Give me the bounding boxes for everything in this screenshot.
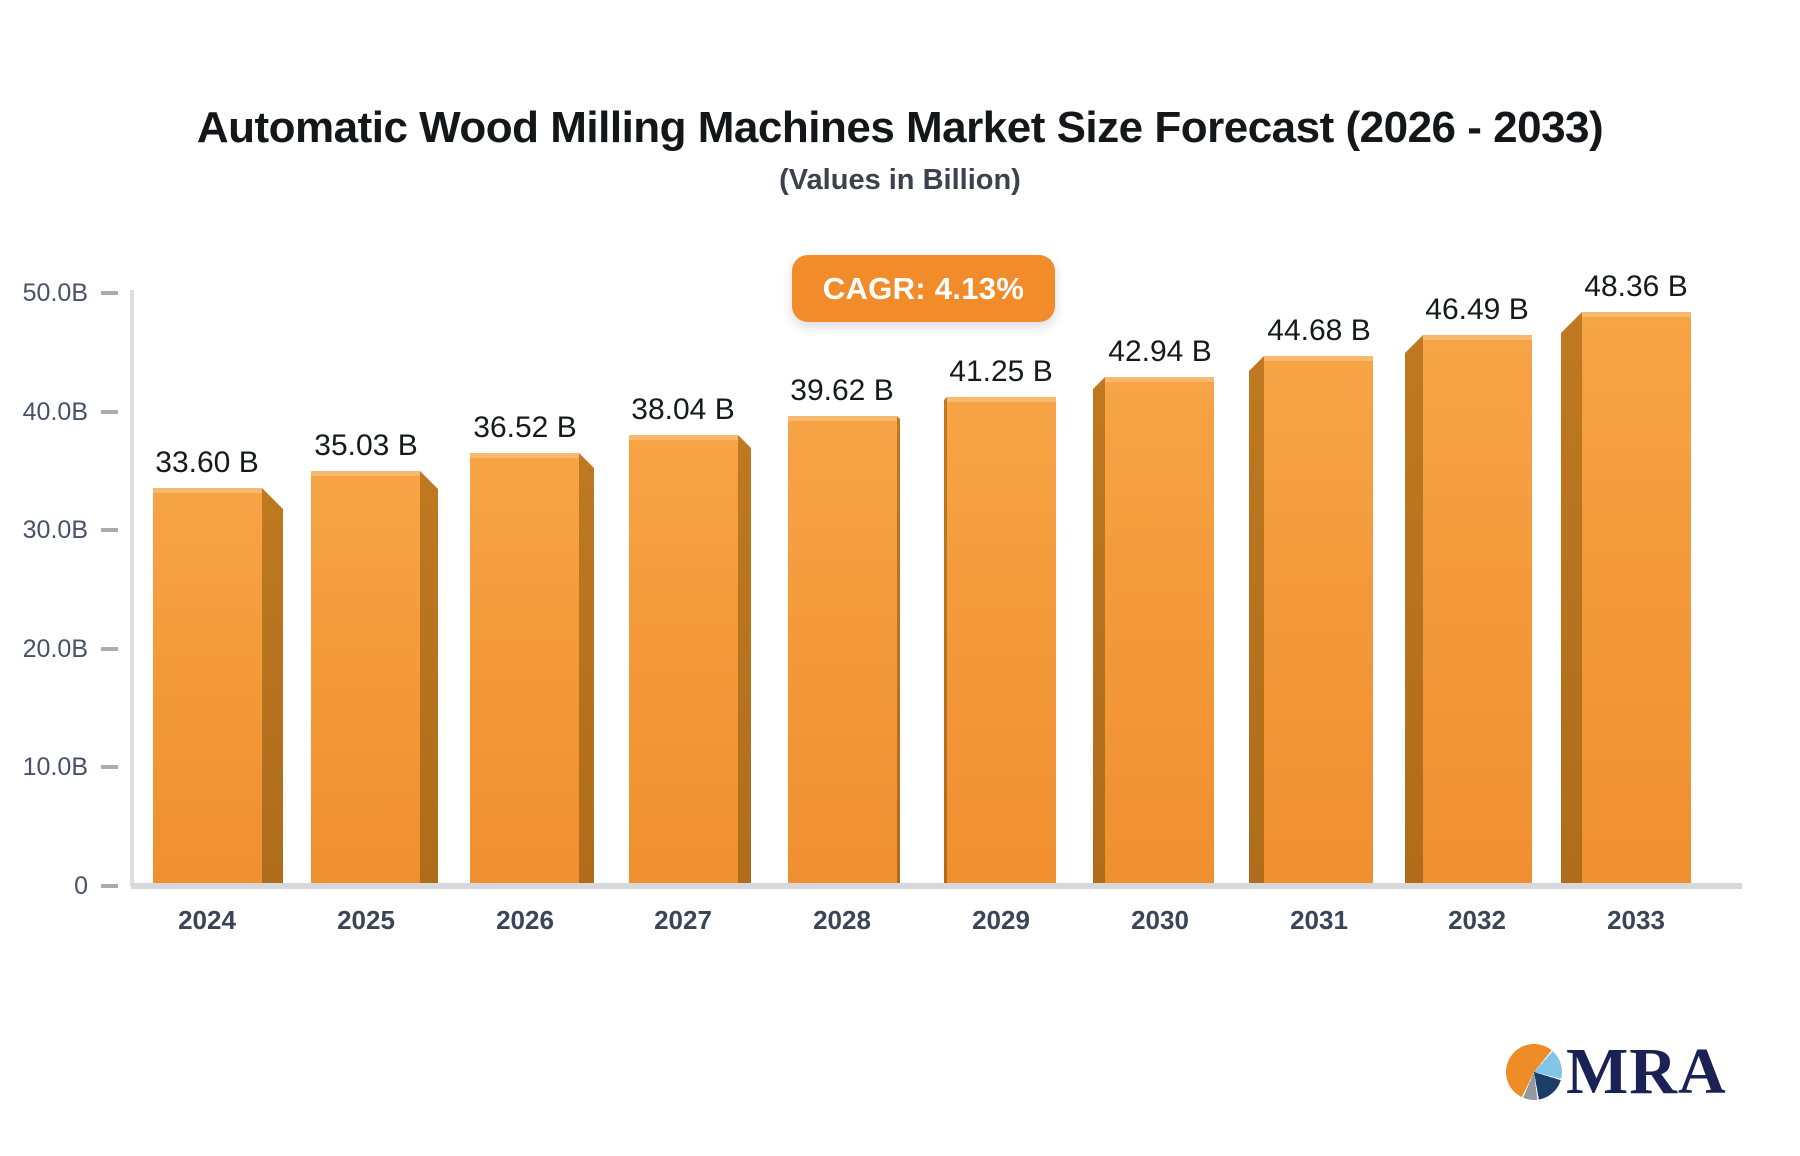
- bar-side-face: [262, 488, 283, 887]
- page-subtitle: (Values in Billion): [779, 164, 1021, 196]
- bar-side-face: [1249, 356, 1264, 887]
- y-tick-label: 30.0B: [22, 516, 88, 545]
- bar-front-face: [470, 453, 579, 887]
- value-label-2030: 42.94 B: [1108, 335, 1212, 368]
- bar-front-face: [947, 397, 1056, 887]
- y-tick-label: 20.0B: [22, 634, 88, 663]
- bar-front-face: [1264, 356, 1373, 887]
- bar-side-face: [1093, 377, 1105, 887]
- bar-2025: [311, 471, 438, 887]
- bar-2031: [1249, 356, 1373, 887]
- cagr-badge-label: CAGR: 4.13%: [822, 270, 1025, 306]
- bar-2026: [470, 453, 594, 887]
- bar-2033: [1561, 312, 1691, 887]
- y-tick-label: 0: [74, 872, 88, 900]
- y-axis-line: [130, 290, 134, 886]
- x-axis-line: [131, 883, 1742, 889]
- bar-top-highlight: [1423, 335, 1532, 340]
- y-tick-label: 50.0B: [22, 279, 88, 307]
- y-tick-mark: [101, 765, 118, 770]
- y-tick-mark: [101, 291, 118, 295]
- bar-side-face: [738, 435, 751, 887]
- value-label-2029: 41.25 B: [949, 355, 1053, 388]
- bar-2028: [788, 416, 900, 887]
- bar-top-highlight: [788, 416, 897, 421]
- value-label-2028: 39.62 B: [790, 374, 894, 407]
- bar-2027: [629, 435, 751, 887]
- value-label-2024: 33.60 B: [155, 446, 259, 479]
- bar-top-highlight: [311, 471, 420, 476]
- bar-2032: [1405, 335, 1532, 887]
- bar-2029: [944, 397, 1056, 887]
- y-tick-mark: [101, 528, 118, 533]
- bar-top-highlight: [1105, 377, 1214, 382]
- x-tick-label-2030: 2030: [1131, 905, 1189, 935]
- x-tick-label-2025: 2025: [337, 905, 395, 935]
- bar-side-face: [1405, 335, 1423, 887]
- x-tick-label-2026: 2026: [496, 905, 554, 935]
- bar-side-face: [897, 416, 900, 887]
- bar-side-face: [420, 471, 438, 887]
- value-label-2031: 44.68 B: [1267, 314, 1371, 347]
- mra-logo: MRA: [1506, 1036, 1727, 1108]
- bar-front-face: [1423, 335, 1532, 887]
- value-label-2027: 38.04 B: [631, 393, 735, 426]
- x-tick-label-2033: 2033: [1607, 905, 1665, 935]
- page-title: Automatic Wood Milling Machines Market S…: [196, 103, 1604, 152]
- cagr-badge: CAGR: 4.13%: [792, 255, 1055, 322]
- bar-side-face: [1561, 312, 1582, 887]
- y-tick-mark: [101, 884, 118, 888]
- value-label-2026: 36.52 B: [473, 411, 577, 444]
- x-tick-label-2031: 2031: [1290, 905, 1348, 935]
- bar-top-highlight: [153, 488, 262, 493]
- logo-text: MRA: [1566, 1035, 1727, 1108]
- bar-front-face: [1582, 312, 1691, 887]
- bar-front-face: [153, 488, 262, 887]
- value-label-2025: 35.03 B: [314, 429, 418, 462]
- bar-top-highlight: [947, 397, 1056, 402]
- y-tick-label: 10.0B: [22, 753, 88, 782]
- x-tick-label-2029: 2029: [972, 905, 1030, 935]
- bar-top-highlight: [470, 453, 579, 458]
- value-label-2033: 48.36 B: [1584, 270, 1688, 303]
- bar-front-face: [1105, 377, 1214, 887]
- x-tick-label-2028: 2028: [813, 905, 871, 935]
- y-tick-label: 40.0B: [22, 397, 88, 426]
- pie-chart-logo-icon: [1506, 1044, 1562, 1100]
- bar-front-face: [788, 416, 897, 887]
- value-label-2032: 46.49 B: [1425, 293, 1529, 326]
- bar-top-highlight: [1264, 356, 1373, 361]
- x-tick-label-2027: 2027: [654, 905, 712, 935]
- bar-front-face: [311, 471, 420, 887]
- bar-side-face: [944, 397, 947, 887]
- x-tick-label-2032: 2032: [1448, 905, 1506, 935]
- bar-side-face: [579, 453, 594, 887]
- bar-2024: [153, 488, 283, 887]
- bar-top-highlight: [1582, 312, 1691, 317]
- bar-front-face: [629, 435, 738, 887]
- bar-2030: [1093, 377, 1214, 887]
- y-tick-mark: [101, 409, 118, 414]
- y-tick-mark: [101, 646, 118, 651]
- x-tick-label-2024: 2024: [178, 905, 236, 935]
- bar-top-highlight: [629, 435, 738, 440]
